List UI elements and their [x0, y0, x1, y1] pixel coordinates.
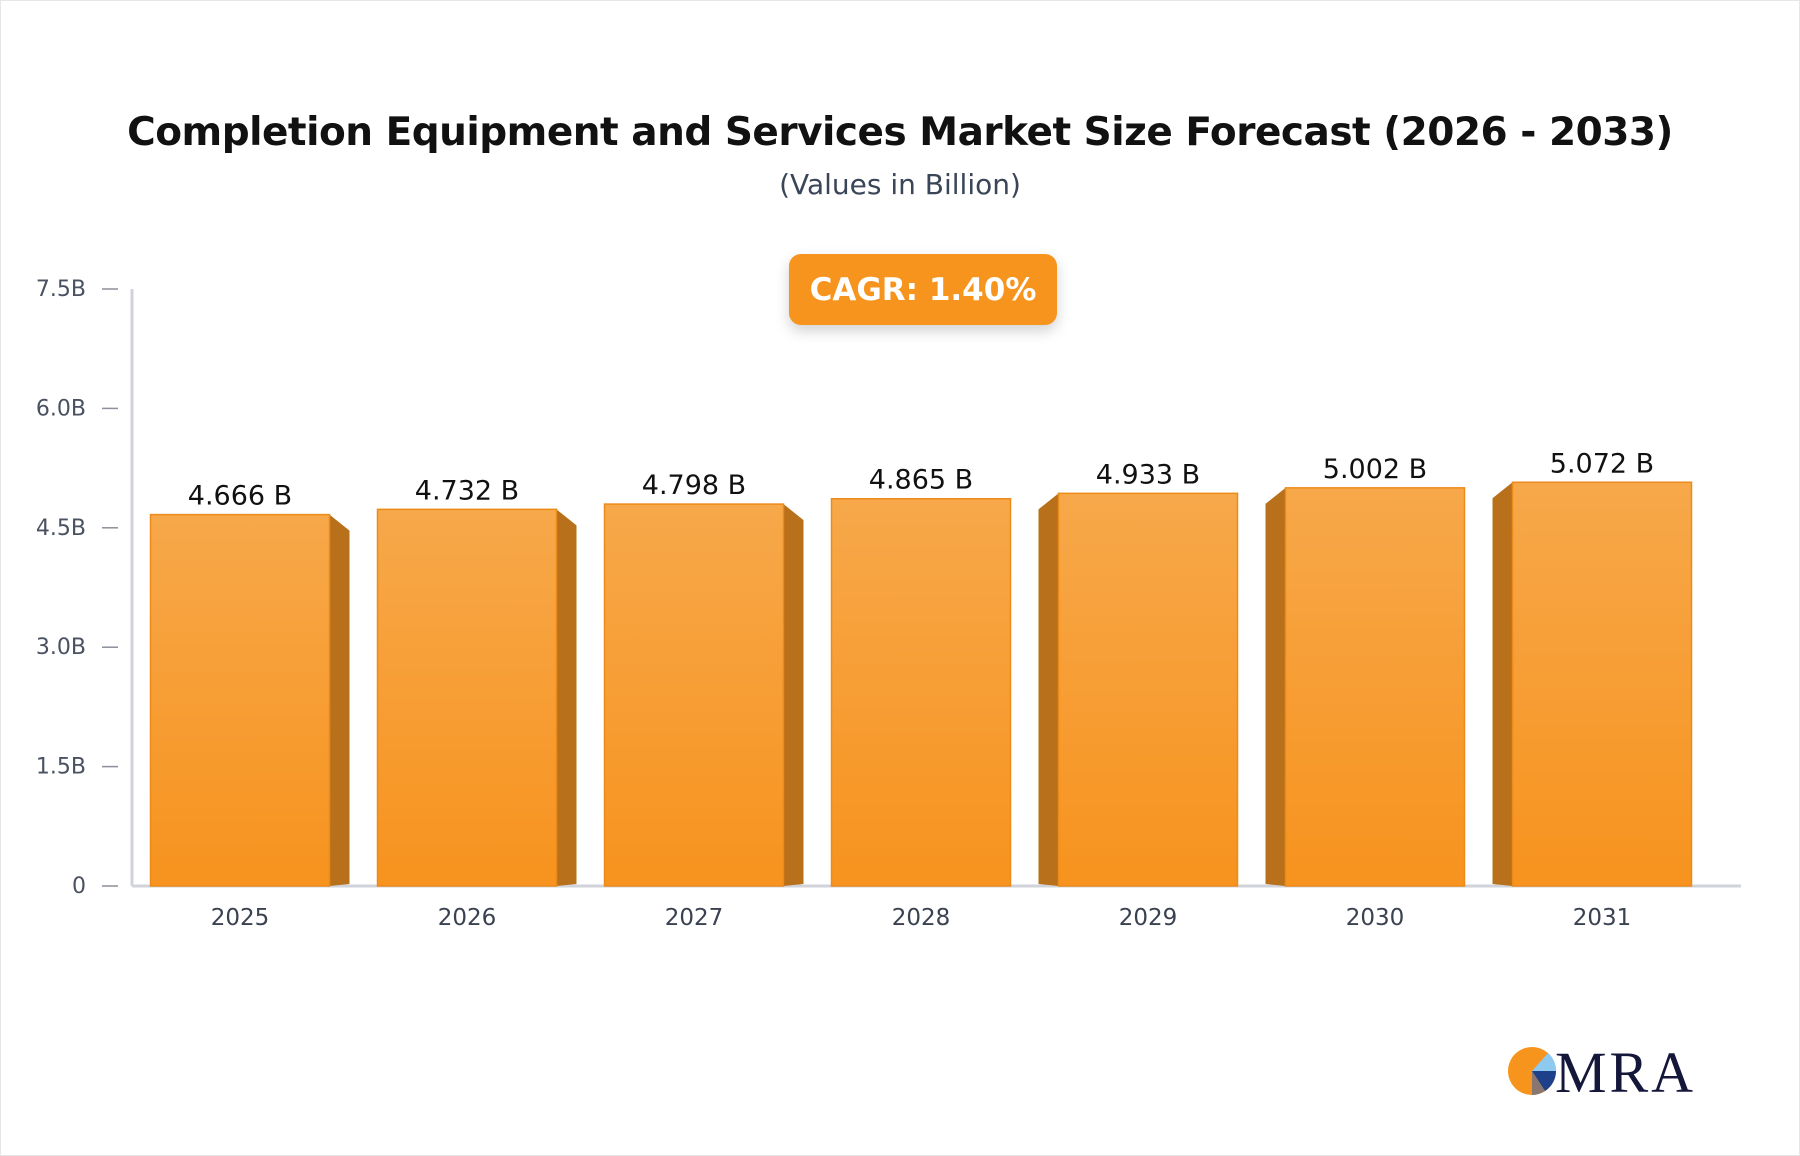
bar	[376, 508, 558, 887]
bar	[830, 497, 1012, 887]
bar	[149, 513, 331, 887]
bar-data-label: 4.933 B	[1096, 459, 1200, 490]
y-tick-label: 4.5B	[36, 516, 86, 541]
bar-data-label: 4.865 B	[869, 465, 973, 496]
x-tick-label: 2025	[211, 905, 270, 931]
cagr-badge: CAGR: 1.40%	[789, 254, 1057, 325]
bar	[1284, 487, 1466, 887]
x-tick-label: 2029	[1119, 905, 1178, 931]
x-tick-label: 2031	[1573, 905, 1632, 931]
bar-group: 4.798 B 2027	[603, 470, 804, 931]
logo-text: MRA	[1555, 1040, 1693, 1100]
bar	[1511, 481, 1693, 887]
bar-group: 4.865 B 2028	[830, 465, 1012, 931]
bar-side	[556, 509, 577, 886]
chart-title: Completion Equipment and Services Market…	[127, 110, 1673, 155]
bar-group: 4.666 B 2025	[149, 481, 350, 931]
x-tick-label: 2028	[892, 905, 951, 931]
x-tick-label: 2030	[1346, 905, 1405, 931]
bar-data-label: 5.002 B	[1323, 454, 1427, 485]
y-tick-label: 0	[72, 874, 86, 899]
x-tick-label: 2027	[665, 905, 724, 931]
bar-data-label: 4.798 B	[642, 470, 746, 501]
y-tick-label: 7.5B	[36, 277, 86, 302]
mra-logo: MRA	[1508, 1040, 1693, 1100]
bar-group: 5.002 B 2030	[1265, 454, 1466, 931]
bar-group: 4.933 B 2029	[1038, 459, 1239, 931]
bar-data-label: 4.666 B	[188, 481, 292, 512]
bar	[603, 503, 785, 887]
bar	[1057, 492, 1239, 887]
bar-group: 5.072 B 2031	[1492, 448, 1693, 931]
chart-subtitle: (Values in Billion)	[779, 168, 1021, 201]
bar-side	[1492, 482, 1513, 886]
x-tick-label: 2026	[438, 905, 497, 931]
bar-data-label: 4.732 B	[415, 475, 519, 506]
y-tick-label: 1.5B	[36, 755, 86, 780]
bar-side	[1265, 487, 1286, 886]
bar-group: 4.732 B 2026	[376, 475, 577, 931]
y-tick-label: 6.0B	[36, 396, 86, 421]
bar-data-label: 5.072 B	[1550, 448, 1654, 479]
y-tick-label: 3.0B	[36, 635, 86, 660]
bar-side	[783, 504, 804, 886]
bar-side	[329, 514, 350, 886]
bar-side	[1038, 493, 1059, 886]
